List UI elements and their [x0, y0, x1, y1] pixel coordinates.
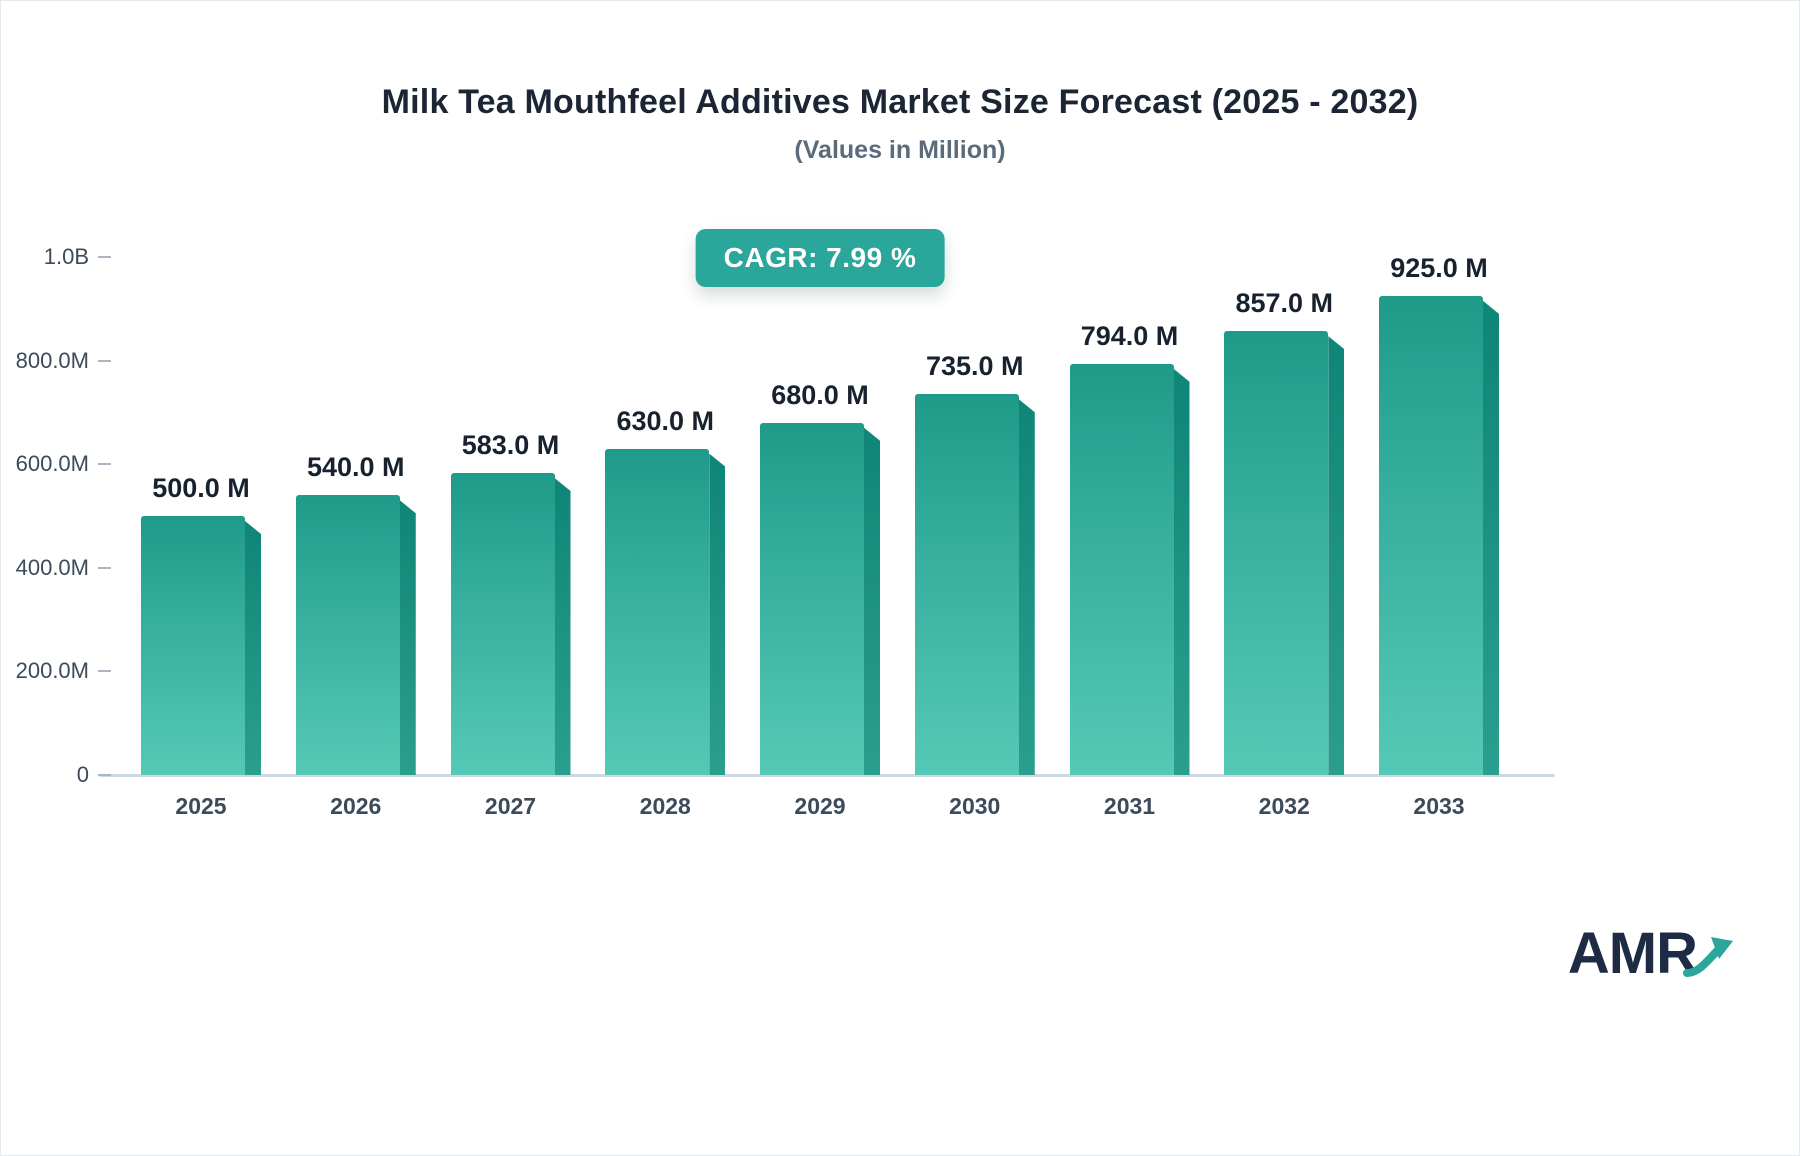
amr-logo-text: AMR	[1567, 921, 1698, 986]
x-axis-label: 2029	[794, 793, 846, 819]
y-axis-tick: 0	[7, 762, 111, 788]
plot-wrap: CAGR: 7.99 % 500.0 M 540.0 M 583.0 M 630.0 …	[16, 229, 1555, 820]
plot-area: 500.0 M 540.0 M 583.0 M 630.0 M 680.0 M 735.0…	[16, 244, 1555, 787]
bar-value-label: 735.0 M	[925, 351, 1024, 382]
bar-value-label: 540.0 M	[306, 452, 405, 483]
bar-value-label: 680.0 M	[771, 379, 869, 410]
y-axis-tick-mark	[98, 256, 111, 258]
bar: 540.0 M	[295, 452, 405, 775]
y-axis-tick-label: 0	[76, 762, 89, 787]
y-axis-tick-mark	[98, 670, 111, 673]
chart-subtitle: (Values in Million)	[794, 136, 1006, 164]
bar: 735.0 M	[914, 351, 1024, 775]
x-axis-label: 2030	[949, 793, 1001, 819]
x-axis-label: 2026	[330, 793, 382, 819]
bar: 794.0 M	[1069, 321, 1178, 775]
bar-value-label: 630.0 M	[616, 405, 715, 436]
cagr-badge: CAGR: 7.99 %	[695, 229, 945, 287]
y-axis-tick-mark	[98, 774, 111, 776]
x-axis-label: 2033	[1413, 793, 1465, 819]
bar-column: 500.0 M	[141, 257, 261, 775]
bar-value-label: 857.0 M	[1235, 288, 1334, 319]
bar-column: 735.0 M	[914, 257, 1035, 775]
x-axis-labels: 2025 2026 2027 2028 2029 2030 2031 2032 2033	[119, 793, 1521, 820]
y-axis-tick-label: 200.0M	[15, 658, 89, 684]
bar: 500.0 M	[141, 473, 250, 775]
y-axis-tick-mark	[98, 359, 111, 362]
x-axis-label: 2028	[639, 793, 691, 819]
x-axis-label: 2032	[1258, 793, 1310, 819]
bars-row: 500.0 M 540.0 M 583.0 M 630.0 M 680.0 M 735.0…	[119, 253, 1521, 775]
bar: 857.0 M	[1224, 288, 1333, 775]
y-axis-tick-mark	[98, 463, 111, 466]
y-axis-tick: 1.0B	[7, 244, 111, 270]
bar-value-label: 794.0 M	[1080, 320, 1179, 351]
y-axis-tick-mark	[98, 566, 111, 569]
bar-value-label: 925.0 M	[1390, 252, 1488, 283]
x-axis-line	[99, 774, 1555, 777]
bar-column: 680.0 M	[760, 257, 880, 775]
bar-column: 925.0 M	[1379, 253, 1499, 775]
bar: 630.0 M	[605, 406, 714, 775]
x-axis-label: 2031	[1103, 793, 1156, 819]
y-axis-tick: 600.0M	[7, 451, 111, 477]
amr-logo: AMR	[1568, 920, 1735, 987]
bar-column: 583.0 M	[450, 257, 571, 775]
bar-value-label: 583.0 M	[461, 430, 560, 461]
y-axis-tick-label: 600.0M	[15, 451, 89, 477]
bar: 583.0 M	[450, 430, 559, 775]
y-axis-tick-label: 1.0B	[43, 244, 89, 269]
chart-title: Milk Tea Mouthfeel Additives Market Size…	[381, 83, 1419, 121]
bar-column: 857.0 M	[1224, 257, 1344, 775]
bar-column: 794.0 M	[1069, 257, 1190, 775]
bar-value-label: 500.0 M	[152, 473, 250, 503]
y-axis-tick-label: 800.0M	[15, 347, 89, 373]
bar: 680.0 M	[760, 380, 869, 775]
bar: 925.0 M	[1379, 253, 1488, 775]
y-axis-tick: 200.0M	[7, 658, 111, 684]
bar-column: 540.0 M	[295, 257, 416, 775]
y-axis-tick: 800.0M	[7, 348, 111, 374]
y-axis-tick: 400.0M	[7, 555, 111, 581]
x-axis-label: 2025	[175, 793, 227, 819]
y-axis-tick-label: 400.0M	[15, 554, 89, 580]
x-axis-label: 2027	[484, 793, 537, 819]
logo-arrow-icon	[1683, 936, 1733, 977]
bar-column: 630.0 M	[605, 257, 725, 775]
